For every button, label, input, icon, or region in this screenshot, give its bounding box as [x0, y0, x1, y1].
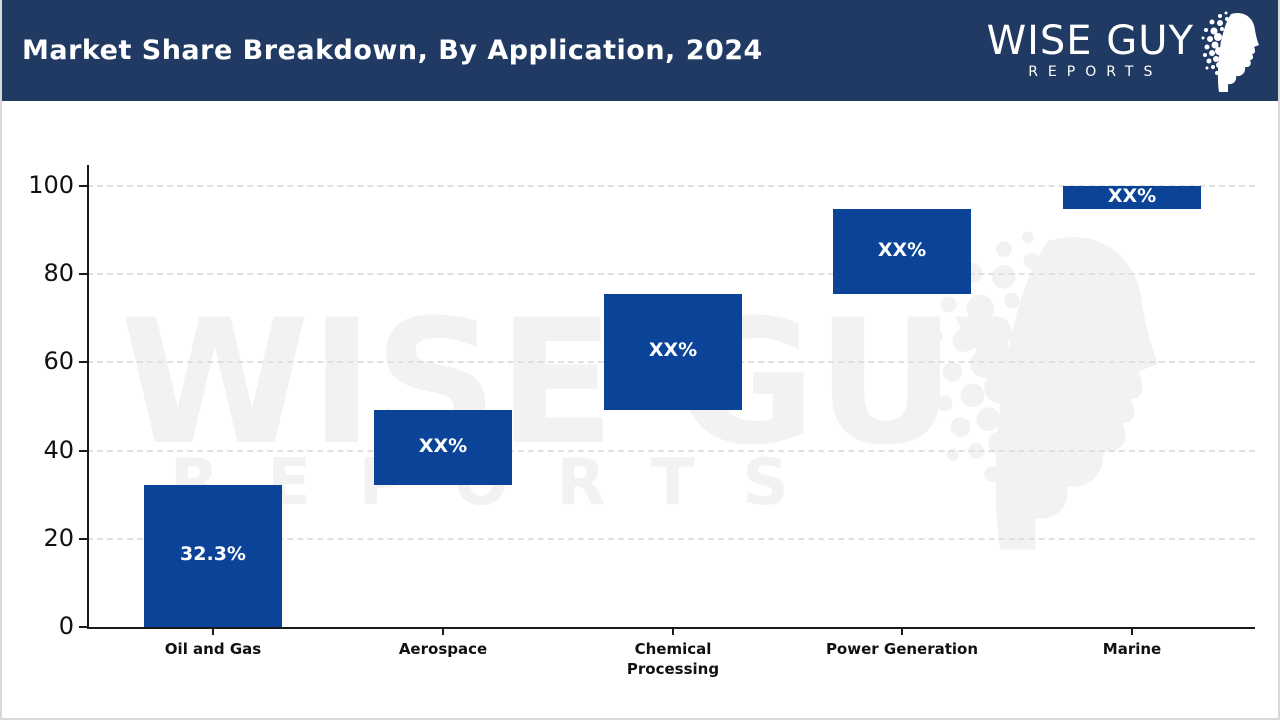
y-tick-100	[79, 185, 87, 187]
x-category-label-aerospace: Aerospace	[398, 640, 488, 658]
bar-power-generation	[833, 209, 971, 295]
bar-value-label-chemical-processing: XX%	[648, 339, 698, 362]
bar-value-label-marine: XX%	[1107, 184, 1157, 207]
y-tick-20	[79, 537, 87, 540]
y-tick-40	[79, 449, 87, 452]
bar-marine	[1063, 186, 1201, 210]
bar-oil-and-gas	[144, 484, 282, 627]
logo-wordmark: WISE GUY	[986, 18, 1194, 64]
y-tick-label-80: 80	[43, 259, 74, 288]
x-category-label-marine: Marine	[1102, 640, 1162, 658]
y-tick-label-60: 60	[43, 347, 74, 376]
x-tick-oil-and-gas	[212, 629, 214, 635]
y-tick-label-0: 0	[58, 612, 74, 640]
bar-aerospace	[374, 410, 512, 485]
x-category-label-oil-and-gas: Oil and Gas	[164, 640, 262, 658]
y-tick-60	[79, 361, 87, 364]
x-tick-marine	[1131, 629, 1133, 635]
bar-chemical-processing	[604, 294, 742, 411]
bar-value-label-power-generation: XX%	[877, 238, 927, 261]
gridline-20	[87, 537, 1255, 540]
wise-guy-reports-logo: WISE GUY REPORTS	[987, 10, 1260, 92]
y-tick-80	[79, 273, 87, 276]
logo-head-icon	[1201, 11, 1259, 92]
watermark-head-icon	[930, 231, 1159, 550]
y-tick-label-20: 20	[43, 523, 74, 552]
gridline-100	[87, 185, 1255, 187]
x-tick-power-generation	[901, 629, 903, 635]
y-axis-line	[87, 165, 89, 629]
x-axis-line	[87, 627, 1255, 629]
gridline-40	[87, 449, 1255, 452]
x-tick-aerospace	[442, 629, 444, 635]
x-category-label-chemical-processing: Chemical Processing	[626, 640, 720, 679]
y-tick-label-100: 100	[28, 171, 74, 199]
gridline-80	[87, 273, 1255, 276]
bar-value-label-oil-and-gas: 32.3%	[180, 542, 246, 565]
y-tick-label-40: 40	[43, 435, 74, 464]
page-title: Market Share Breakdown, By Application, …	[22, 35, 763, 66]
report-header: Market Share Breakdown, By Application, …	[2, 0, 1278, 101]
x-category-label-power-generation: Power Generation	[825, 640, 979, 658]
x-tick-chemical-processing	[672, 629, 674, 635]
logo-text: WISE GUY REPORTS	[987, 21, 1194, 80]
y-tick-0	[79, 626, 87, 628]
logo-subtitle: REPORTS	[1028, 64, 1163, 80]
bar-value-label-aerospace: XX%	[418, 434, 468, 457]
